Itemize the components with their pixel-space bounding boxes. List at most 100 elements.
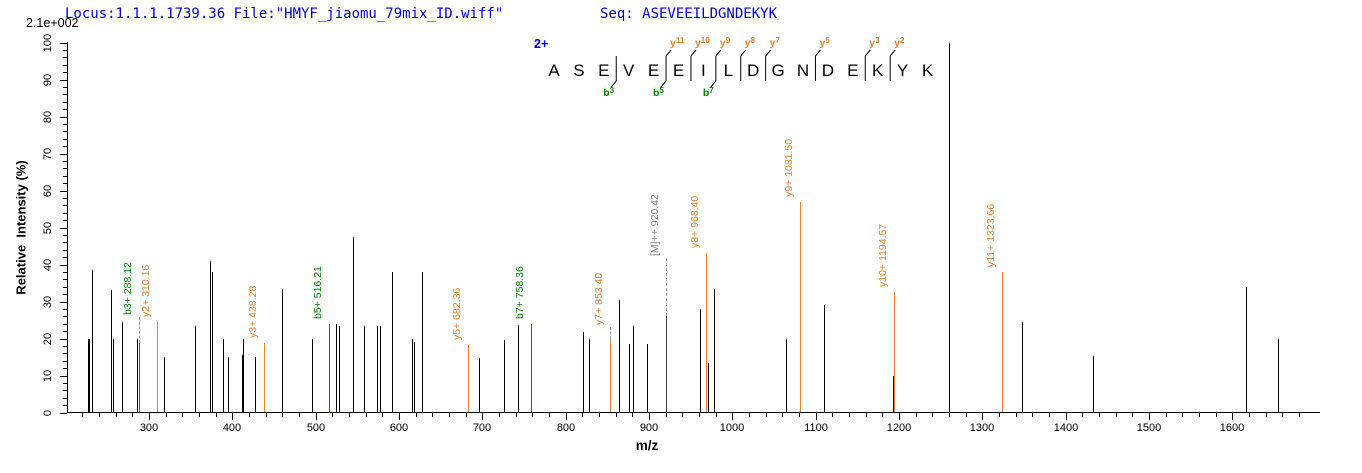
y-tick-major	[60, 80, 67, 81]
peak-label: y3+ 438.28	[247, 286, 259, 339]
x-tick-major	[566, 413, 567, 420]
residue-letter: K	[922, 61, 934, 80]
residue-letter: E	[673, 61, 684, 80]
y-tick-label: 70	[42, 147, 54, 161]
x-tick-minor	[466, 413, 467, 417]
x-tick-minor	[849, 413, 850, 417]
y-tick-minor	[63, 94, 67, 95]
residue-letter: G	[771, 61, 784, 80]
x-tick-major	[399, 413, 400, 420]
x-tick-minor	[366, 413, 367, 417]
y-tick-minor	[63, 294, 67, 295]
x-tick-label: 500	[306, 422, 326, 434]
y-tick-major	[60, 228, 67, 229]
x-tick-minor	[1082, 413, 1083, 417]
x-tick-minor	[999, 413, 1000, 417]
x-tick-minor	[282, 413, 283, 417]
y-ion-divider-slant	[665, 49, 672, 57]
peak-y	[894, 291, 895, 412]
x-tick-label: 1600	[1219, 422, 1245, 434]
peak-y	[800, 201, 801, 412]
peak-unassigned	[786, 338, 787, 412]
y-tick-label: 0	[42, 409, 54, 417]
peak-label: y5+ 682.36	[451, 287, 463, 341]
y-ion-label: y10	[695, 36, 710, 49]
x-tick-minor	[82, 413, 83, 417]
y-tick-minor	[63, 368, 67, 369]
peak-unassigned	[422, 271, 423, 412]
x-tick-major	[649, 413, 650, 420]
x-tick-label: 900	[639, 422, 659, 434]
residue-letter: I	[701, 61, 706, 80]
peak-unassigned	[255, 357, 256, 412]
peak-unassigned	[1093, 355, 1094, 412]
y-tick-minor	[63, 316, 67, 317]
peak-y	[706, 253, 707, 412]
x-tick-minor	[1132, 413, 1133, 417]
y-ion-label: y7	[770, 36, 781, 49]
x-tick-minor	[432, 413, 433, 417]
x-tick-label: 1300	[969, 422, 995, 434]
y-tick-minor	[63, 146, 67, 147]
x-tick-minor	[516, 413, 517, 417]
x-tick-minor	[966, 413, 967, 417]
peak-unassigned	[583, 331, 584, 412]
x-tick-minor	[1016, 413, 1017, 417]
x-tick-minor	[216, 413, 217, 417]
peak-unassigned	[629, 344, 630, 412]
peak-unassigned	[518, 325, 519, 412]
y-tick-minor	[63, 353, 67, 354]
x-tick-minor	[1199, 413, 1200, 417]
peak-unassigned	[392, 271, 393, 412]
y-tick-minor	[63, 168, 67, 169]
x-tick-major	[816, 413, 817, 420]
y-tick-major	[60, 302, 67, 303]
peak-y	[1002, 271, 1003, 412]
peak-unassigned	[164, 357, 165, 412]
y-tick-major	[60, 43, 67, 44]
peak-unassigned	[210, 260, 211, 412]
peak-unassigned	[708, 362, 709, 412]
residue-letter: E	[598, 61, 609, 80]
x-tick-minor	[1099, 413, 1100, 417]
peak-b	[531, 324, 532, 412]
y-tick-minor	[63, 242, 67, 243]
residue-letter: E	[847, 61, 858, 80]
y-tick-minor	[63, 235, 67, 236]
y-tick-minor	[63, 72, 67, 73]
peak-y	[610, 338, 611, 412]
peak-unassigned	[647, 344, 648, 412]
x-tick-minor	[749, 413, 750, 417]
x-tick-minor	[332, 413, 333, 417]
peak-unassigned	[414, 342, 415, 412]
y-tick-minor	[63, 213, 67, 214]
peak-unassigned	[88, 338, 89, 412]
x-tick-label: 600	[389, 422, 409, 434]
x-tick-minor	[1216, 413, 1217, 417]
peak-unassigned	[824, 305, 825, 412]
y-tick-minor	[63, 220, 67, 221]
y-tick-minor	[63, 109, 67, 110]
x-tick-minor	[1266, 413, 1267, 417]
residue-letter: E	[648, 61, 659, 80]
residue-letter: K	[872, 61, 884, 80]
x-tick-label: 700	[472, 422, 492, 434]
x-tick-minor	[166, 413, 167, 417]
b-ion-divider-slant	[610, 80, 617, 88]
peak-label: [M]++ 920.42	[649, 194, 661, 257]
y-tick-minor	[63, 390, 67, 391]
peak-unassigned	[504, 339, 505, 412]
b-ion-label: b3	[603, 86, 614, 99]
x-tick-label: 1200	[886, 422, 912, 434]
x-tick-minor	[199, 413, 200, 417]
peak-unassigned	[312, 338, 313, 412]
y-ion-divider-slant	[690, 49, 697, 57]
x-tick-label: 800	[556, 422, 576, 434]
y-tick-minor	[63, 361, 67, 362]
x-tick-label: 400	[222, 422, 242, 434]
y-tick-minor	[63, 398, 67, 399]
peak-precursor	[666, 316, 667, 412]
y-tick-label: 90	[42, 73, 54, 87]
x-tick-minor	[249, 413, 250, 417]
